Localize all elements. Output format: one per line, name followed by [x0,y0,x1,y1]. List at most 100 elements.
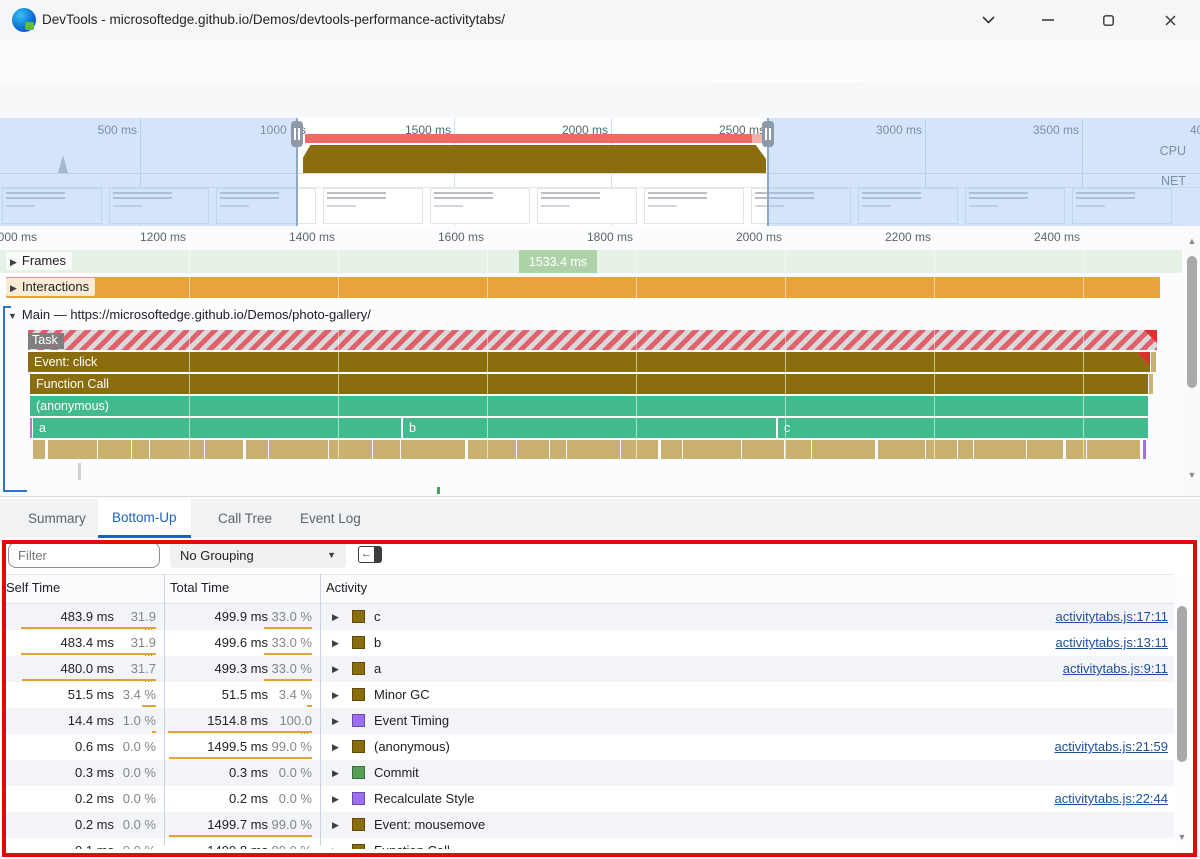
js-call-minibar[interactable] [468,440,516,459]
expander-icon[interactable]: ▶ [332,690,339,700]
screenshot-thumb[interactable] [109,188,209,224]
table-row[interactable]: 0.2 ms 0.0 % 0.2 ms 0.0 % ▶ Recalculate Style… [2,786,1174,812]
expander-icon[interactable]: ▶ [332,820,339,830]
table-row[interactable]: 0.2 ms 0.0 % 1499.7 ms 99.0 % ▶ Event: mousem… [2,812,1174,838]
screenshot-thumb[interactable] [430,188,530,224]
interactions-track-header[interactable]: ▶ Interactions [6,278,96,296]
grid-scrollbar[interactable]: ▼ [1174,574,1190,849]
source-link[interactable]: activitytabs.js:17:11 [1055,609,1168,624]
call-bar-c[interactable]: c [778,418,1148,438]
js-call-minibar[interactable] [150,440,204,459]
source-link[interactable]: activitytabs.js:9:11 [1062,661,1168,676]
call-bar-b[interactable]: b [403,418,776,438]
expander-icon[interactable]: ▶ [332,742,339,752]
scroll-up-icon[interactable]: ▲ [1187,236,1197,246]
scroll-down-icon[interactable]: ▼ [1187,470,1197,480]
tab-summary[interactable]: Summary [14,499,100,538]
column-activity[interactable]: Activity [326,580,368,595]
js-call-minibar[interactable] [1027,440,1063,459]
screenshot-thumb[interactable] [1072,188,1172,224]
js-call-minibar[interactable] [812,440,875,459]
column-self-time[interactable]: Self Time [6,580,61,595]
js-call-minibar[interactable] [550,440,566,459]
js-call-minibar[interactable] [517,440,549,459]
js-call-minibar[interactable] [1087,440,1140,459]
js-call-minibar[interactable] [401,440,465,459]
minimize-button[interactable] [1033,8,1063,32]
screenshot-thumb[interactable] [965,188,1065,224]
js-call-minibar[interactable] [958,440,973,459]
js-call-minibar[interactable] [33,440,45,459]
task-bar[interactable]: Task [28,330,1157,350]
interactions-track[interactable]: ▶ Interactions [0,276,1182,300]
js-call-minibar[interactable] [269,440,328,459]
tab-bottom-up[interactable]: Bottom-Up [98,499,191,538]
js-minibars-row[interactable] [0,440,1182,459]
table-row[interactable]: 51.5 ms 3.4 % 51.5 ms 3.4 % ▶ Minor GC [2,682,1174,708]
maximize-button[interactable] [1093,8,1123,32]
table-row[interactable]: 0.6 ms 0.0 % 1499.5 ms 99.0 % ▶ (anonymous) ac… [2,734,1174,760]
column-total-time[interactable]: Total Time [170,580,230,595]
expander-icon[interactable]: ▶ [332,664,339,674]
js-call-minibar[interactable] [621,440,658,459]
timeline-overview[interactable]: 500 ms 1000 ms 1500 ms 2000 ms 2500 ms 3000 m… [0,118,1200,227]
source-link[interactable]: activitytabs.js:21:59 [1054,739,1168,754]
js-call-minibar[interactable] [373,440,400,459]
js-call-minibar[interactable] [974,440,1026,459]
interactions-bar[interactable] [6,277,1160,298]
screenshot-thumb[interactable] [537,188,637,224]
flame-chart[interactable]: 1000 ms 1200 ms 1400 ms 1600 ms 1800 ms 2000 … [0,226,1200,497]
filter-input[interactable] [8,542,160,568]
expander-icon[interactable]: ▶ [332,794,339,804]
js-call-minibar[interactable] [1066,440,1086,459]
js-call-minibar[interactable] [683,440,741,459]
screenshot-thumb[interactable] [2,188,102,224]
selection-handle-right[interactable] [762,121,774,147]
js-call-minibar[interactable] [48,440,97,459]
expander-icon[interactable]: ▶ [332,638,339,648]
js-call-minibar[interactable] [661,440,682,459]
flame-scrollbar-thumb[interactable] [1187,256,1197,388]
table-row[interactable]: 0.3 ms 0.0 % 0.3 ms 0.0 % ▶ Commit [2,760,1174,786]
function-call-bar[interactable]: Function Call [30,374,1148,394]
event-click-bar[interactable]: Event: click [28,352,1150,372]
expander-icon[interactable]: ▶ [332,768,339,778]
grid-scrollbar-thumb[interactable] [1177,606,1187,762]
frames-track-header[interactable]: ▶ Frames [6,252,72,270]
window-chevron-button[interactable] [973,8,1003,32]
selection-handle-left[interactable] [291,121,303,147]
js-call-minibar[interactable] [205,440,243,459]
screenshot-thumb[interactable] [858,188,958,224]
tab-event-log[interactable]: Event Log [286,499,375,538]
js-call-minibar[interactable] [926,440,957,459]
flame-scrollbar[interactable]: ▲ ▼ [1184,228,1200,497]
frames-track[interactable]: ▶ Frames 1533.4 ms [0,250,1182,273]
screenshot-thumb[interactable] [216,188,316,224]
tab-call-tree[interactable]: Call Tree [204,499,286,538]
js-call-minibar[interactable] [785,440,811,459]
screenshot-thumb[interactable] [644,188,744,224]
js-call-minibar[interactable] [132,440,149,459]
js-call-minibar[interactable] [567,440,620,459]
js-call-minibar[interactable] [329,440,372,459]
anonymous-bar[interactable]: (anonymous) [30,396,1148,416]
call-bar-a[interactable]: a [33,418,401,438]
expander-icon[interactable]: ▶ [332,612,339,622]
source-link[interactable]: activitytabs.js:13:11 [1055,635,1168,650]
grouping-select[interactable]: No Grouping ▼ [170,542,346,568]
js-call-minibar[interactable] [246,440,268,459]
expander-icon[interactable]: ▶ [332,846,339,849]
js-call-minibar[interactable] [878,440,925,459]
screenshot-thumb[interactable] [323,188,423,224]
heaviest-stack-button[interactable]: ← [358,546,382,563]
js-call-minibar[interactable] [98,440,131,459]
source-link[interactable]: activitytabs.js:22:44 [1054,791,1168,806]
expander-icon[interactable]: ▶ [332,716,339,726]
main-thread-header[interactable]: ▼ Main — https://microsoftedge.github.io/… [8,307,371,322]
close-button[interactable] [1155,8,1185,32]
